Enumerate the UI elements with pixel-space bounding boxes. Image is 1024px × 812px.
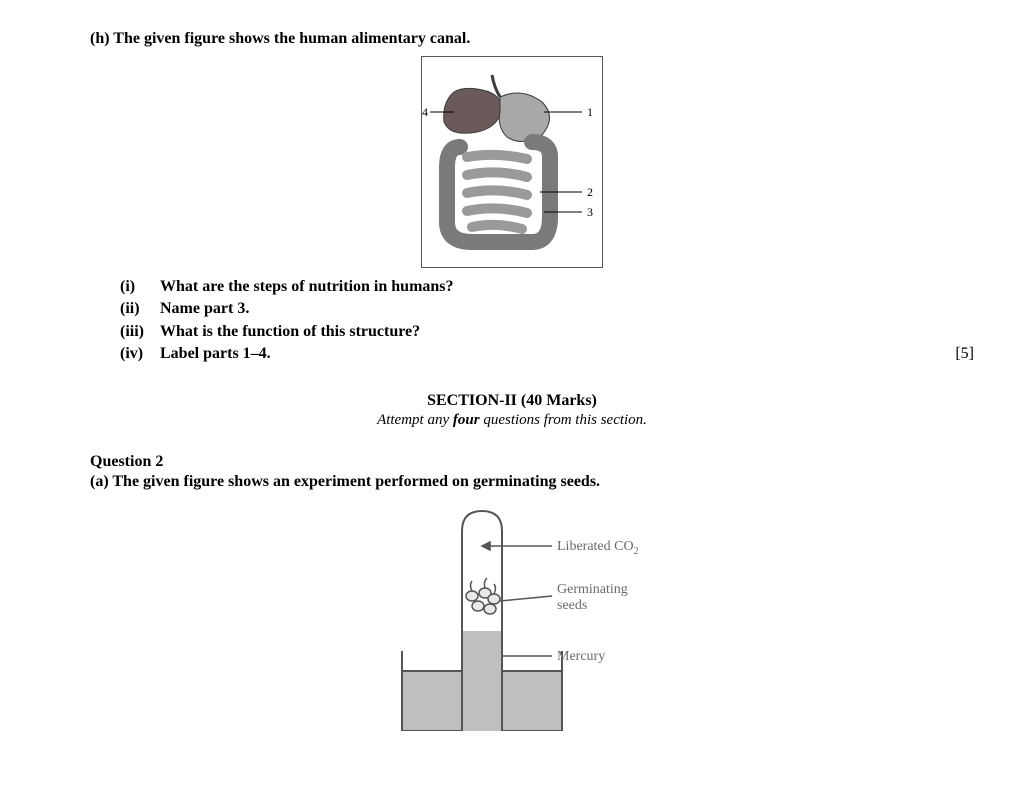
callout-1: 1: [587, 105, 593, 119]
question-2-label: Question 2: [90, 453, 934, 471]
experiment-svg: Liberated CO2 Germinating seeds Mercury: [322, 501, 702, 731]
label-seeds-l1: Germinating: [557, 582, 628, 597]
section-subtitle: Attempt any four questions from this sec…: [90, 412, 934, 429]
alimentary-figure: 1 2 3 4: [421, 56, 603, 268]
section-sub-suffix: questions from this section.: [480, 412, 647, 428]
callout-3: 3: [587, 205, 593, 219]
subitem: (iv) Label parts 1–4. [5]: [120, 343, 934, 365]
label-co2: Liberated CO2: [557, 539, 639, 557]
section-sub-emph: four: [453, 412, 480, 428]
section-2-heading: SECTION-II (40 Marks) Attempt any four q…: [90, 392, 934, 429]
question-h-subitems: (i) What are the steps of nutrition in h…: [120, 276, 934, 366]
callout-4: 4: [422, 105, 428, 119]
subitem-text: What is the function of this structure?: [160, 321, 420, 343]
subitem-text: Label parts 1–4.: [160, 343, 271, 365]
question-h-text: The given figure shows the human aliment…: [113, 30, 470, 47]
subitem: (ii) Name part 3.: [120, 298, 934, 320]
subitem-num: (iii): [120, 321, 150, 343]
question-h: (h) The given figure shows the human ali…: [90, 30, 934, 48]
subitem: (iii) What is the function of this struc…: [120, 321, 934, 343]
alimentary-figure-wrap: 1 2 3 4: [90, 56, 934, 268]
label-seeds-l2: seeds: [557, 598, 587, 613]
marks-badge: [5]: [955, 343, 974, 365]
question-2a-text: The given figure shows an experiment per…: [112, 473, 600, 490]
subitem-num: (ii): [120, 298, 150, 320]
subitem-num: (i): [120, 276, 150, 298]
callout-2: 2: [587, 185, 593, 199]
label-mercury: Mercury: [557, 649, 605, 664]
exam-page: (h) The given figure shows the human ali…: [0, 0, 1024, 812]
section-title: SECTION-II (40 Marks): [90, 392, 934, 410]
experiment-figure-wrap: Liberated CO2 Germinating seeds Mercury: [90, 501, 934, 731]
alimentary-svg: 1 2 3 4: [422, 57, 602, 267]
subitem: (i) What are the steps of nutrition in h…: [120, 276, 934, 298]
subitem-text: Name part 3.: [160, 298, 249, 320]
subitem-text: What are the steps of nutrition in human…: [160, 276, 454, 298]
section-sub-prefix: Attempt any: [377, 412, 453, 428]
question-2a: (a) The given figure shows an experiment…: [90, 473, 934, 491]
question-h-label: (h): [90, 30, 110, 47]
subitem-num: (iv): [120, 343, 150, 365]
question-2a-label: (a): [90, 473, 109, 490]
